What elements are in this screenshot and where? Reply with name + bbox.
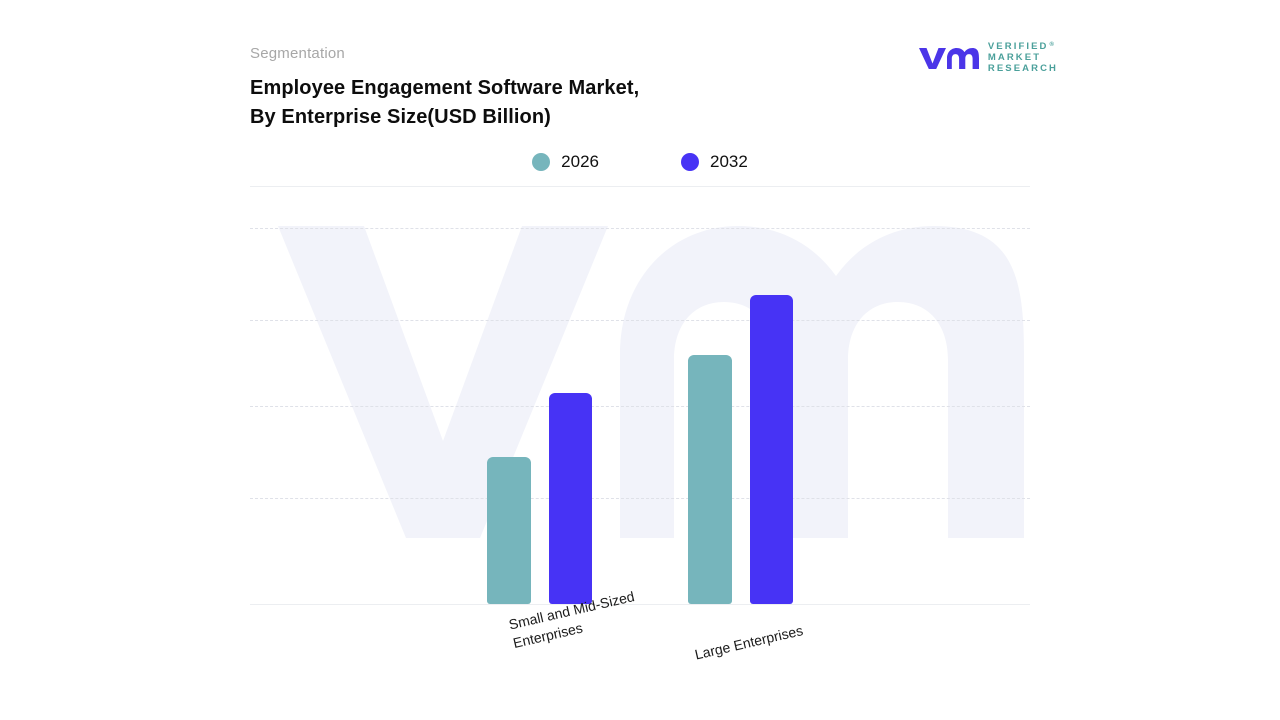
page-title-line-1: Employee Engagement Software Market, (250, 77, 640, 99)
x-axis-label-1-line-0: Large Enterprises (693, 622, 805, 663)
bar-2032-large-enterprises[interactable] (750, 295, 793, 604)
chart-baseline-axis (250, 604, 1030, 605)
gridline-2 (250, 406, 1030, 407)
registered-mark-icon: ® (1049, 42, 1054, 48)
logo-word-market: MARKET (987, 52, 1042, 63)
logo-word-research: RESEARCH (987, 63, 1058, 74)
legend-item-2026[interactable]: 2026 (532, 153, 599, 171)
page-title: Employee Engagement Software Market, By … (250, 74, 720, 132)
logo-wordmark: VERIFIED ® MARKET RESEARCH (988, 42, 1058, 74)
segmentation-eyebrow: Segmentation (250, 45, 345, 62)
header-separator (250, 186, 1030, 187)
gridline-0 (250, 228, 1030, 229)
bar-2032-small-and-mid-sized-enterprises[interactable] (549, 393, 592, 604)
chart-plot-area (250, 190, 1030, 605)
bar-2026-large-enterprises[interactable] (688, 355, 732, 604)
logo-word-verified: VERIFIED ® (987, 41, 1054, 52)
chart-legend: 2026 2032 (250, 148, 1030, 176)
chart-header: Segmentation Employee Engagement Softwar… (250, 44, 1030, 140)
gridline-1 (250, 320, 1030, 321)
chart-x-axis-labels: Small and Mid-Sized Enterprises Large Ente… (250, 588, 1030, 704)
legend-item-2032[interactable]: 2032 (681, 153, 748, 171)
verified-market-research-logo: VERIFIED ® MARKET RESEARCH (917, 42, 1058, 74)
legend-swatch-2032 (681, 153, 699, 171)
legend-label-2032: 2032 (710, 152, 748, 171)
x-axis-label-1: Large Enterprises (693, 621, 805, 664)
vmr-monogram-icon (918, 48, 979, 69)
legend-swatch-2026 (532, 153, 551, 171)
page-title-line-2: By Enterprise Size(USD Billion) (250, 106, 551, 128)
legend-label-2026: 2026 (561, 152, 599, 171)
bar-2026-small-and-mid-sized-enterprises[interactable] (487, 457, 531, 604)
gridline-3 (250, 498, 1030, 499)
chart-bars-group (250, 190, 1030, 604)
